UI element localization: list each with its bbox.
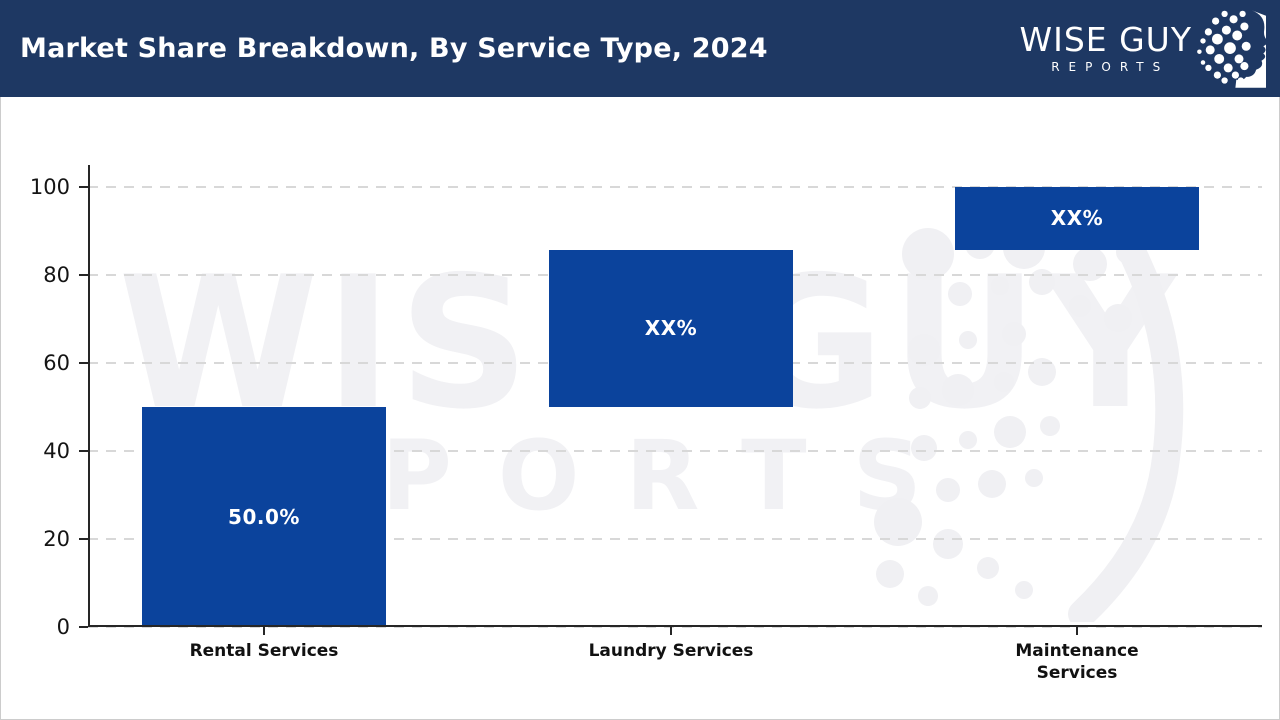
bar-value-label: 50.0% xyxy=(228,505,300,529)
plot-area: 50.0% XX% XX% 0 20 40 60 80 100 Rental Services La… xyxy=(30,165,1262,683)
y-tick-label: 100 xyxy=(29,175,70,199)
x-tick-mark xyxy=(670,627,672,635)
y-tick-label: 60 xyxy=(43,351,70,375)
x-tick-mark xyxy=(263,627,265,635)
y-tick-mark xyxy=(79,186,88,188)
bar-segment: 50.0% xyxy=(142,407,386,627)
bar-segment: XX% xyxy=(549,249,793,407)
y-tick-label: 40 xyxy=(43,439,70,463)
y-tick-label: 0 xyxy=(56,615,70,639)
x-axis-line xyxy=(88,625,1262,627)
y-tick-label: 20 xyxy=(43,527,70,551)
logo-wordmark: WISE GUY xyxy=(1019,20,1192,59)
y-tick-mark xyxy=(79,538,88,540)
y-axis-line xyxy=(88,165,90,627)
logo-text: WISE GUY REPORTS xyxy=(1019,23,1192,74)
x-category-label: Maintenance Services xyxy=(1015,641,1139,684)
gridline xyxy=(88,538,1262,540)
y-tick-mark xyxy=(79,626,88,628)
y-tick-mark xyxy=(79,450,88,452)
page-title: Market Share Breakdown, By Service Type,… xyxy=(20,33,768,64)
x-category-label: Rental Services xyxy=(189,641,339,661)
header: Market Share Breakdown, By Service Type,… xyxy=(0,0,1280,97)
gridline xyxy=(88,626,1262,628)
logo-head-icon xyxy=(1197,9,1266,88)
bar-value-label: XX% xyxy=(1050,206,1104,231)
y-tick-label: 80 xyxy=(43,263,70,287)
logo-subtitle: REPORTS xyxy=(1051,60,1170,74)
bar-segment: XX% xyxy=(955,187,1199,250)
wiseguy-logo: WISE GUY REPORTS xyxy=(1019,6,1266,92)
x-category-label: Laundry Services xyxy=(588,641,754,661)
y-tick-mark xyxy=(79,362,88,364)
gridline xyxy=(88,450,1262,452)
x-tick-mark xyxy=(1076,627,1078,635)
bar-value-label: XX% xyxy=(644,316,698,341)
gridline xyxy=(88,186,1262,188)
y-tick-mark xyxy=(79,274,88,276)
